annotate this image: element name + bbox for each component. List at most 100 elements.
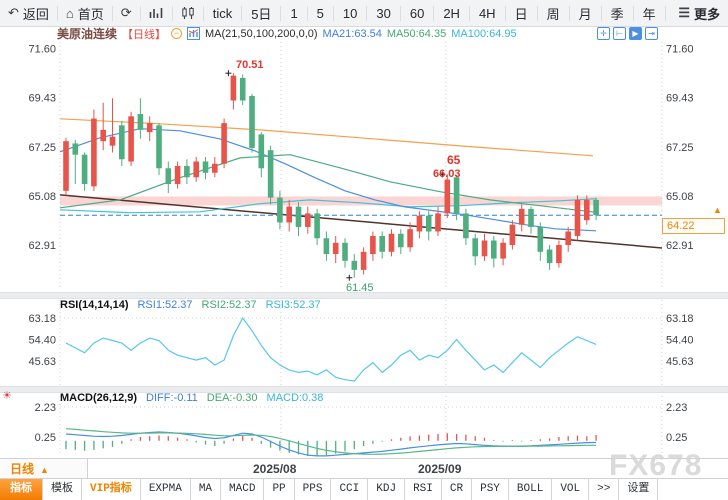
tab-psy[interactable]: PSY: [472, 479, 509, 500]
candle: [546, 249, 553, 264]
period-selector-arrow-icon: ▲: [40, 465, 49, 475]
candle: [212, 163, 218, 173]
candle: [277, 197, 283, 223]
candle: [537, 226, 544, 252]
dea-value: DEA:-0.30: [206, 392, 258, 404]
refresh-button[interactable]: ⟳: [113, 5, 141, 21]
candle: [463, 213, 469, 239]
tab-ma[interactable]: MA: [191, 479, 222, 500]
shift-right-icon[interactable]: ⇥: [645, 27, 658, 40]
period-tag: 【日线】: [122, 28, 167, 41]
period-button[interactable]: 季: [602, 5, 634, 22]
rsi-title[interactable]: RSI(14,14,14): [60, 299, 129, 311]
tab-pps[interactable]: PPS: [295, 479, 332, 500]
candle: [174, 165, 181, 185]
candle: [481, 240, 488, 257]
auto-scroll-icon[interactable]: ▶: [629, 27, 642, 40]
candle: [91, 118, 97, 187]
candle: [370, 235, 376, 255]
candle: [453, 177, 460, 214]
period-button[interactable]: 10: [334, 5, 368, 21]
candle: [221, 123, 227, 164]
candle: [295, 206, 302, 227]
axis-scale-icon[interactable]: ⊢: [613, 27, 626, 40]
home-label: 首页: [77, 6, 104, 22]
axis-label: 45.63: [28, 356, 56, 368]
rsi3-value: RSI3:52.37: [265, 299, 321, 311]
period-button[interactable]: 周: [538, 5, 570, 22]
candle: [332, 242, 339, 255]
macd-title[interactable]: MACD(26,12,9): [60, 392, 138, 404]
indicator-gear-icon[interactable]: ☀: [2, 390, 12, 402]
period-button[interactable]: 日: [506, 5, 538, 22]
macd-value: MACD:0.38: [266, 392, 324, 404]
candle: [556, 245, 562, 264]
back-button[interactable]: ↶ 返回: [0, 5, 58, 22]
price-annotation: 70.51: [236, 59, 264, 71]
period-button[interactable]: 年: [634, 5, 666, 22]
tab-expma[interactable]: EXPMA: [141, 479, 191, 500]
axis-label: 63.18: [28, 313, 56, 325]
period-button[interactable]: 2H: [434, 5, 470, 21]
diff-value: DIFF:-0.11: [146, 392, 198, 404]
tab-cci[interactable]: CCI: [331, 479, 369, 500]
tab-more-indicators[interactable]: >>: [589, 479, 620, 500]
candle: [249, 95, 255, 148]
candle: [435, 213, 441, 232]
candlestick-view-button[interactable]: [173, 5, 204, 21]
tab-vip[interactable]: VIP指标: [82, 479, 141, 500]
ma21-line: [59, 128, 597, 232]
candle: [323, 238, 330, 255]
tab-cr[interactable]: CR: [442, 479, 473, 500]
period-selector-label: 日线: [10, 462, 35, 476]
axis-label: 71.60: [28, 44, 56, 56]
tab-rsi[interactable]: RSI: [405, 479, 442, 500]
period-selector[interactable]: 日线 ▲: [0, 459, 88, 479]
axis-label: 2.23: [666, 402, 687, 414]
candle: [305, 213, 311, 227]
period-button[interactable]: 4H: [470, 5, 506, 21]
period-button[interactable]: 月: [570, 5, 602, 22]
candle: [128, 116, 134, 162]
home-button[interactable]: ⌂ 首页: [58, 5, 113, 22]
period-button[interactable]: 60: [401, 5, 435, 21]
tab-templates[interactable]: 模板: [43, 479, 82, 500]
price-arrow-icon: ▲: [713, 205, 722, 215]
tab-indicators[interactable]: 指标: [0, 479, 43, 500]
period-button[interactable]: 5: [308, 5, 334, 21]
candle: [425, 215, 432, 232]
period-button[interactable]: 5日: [242, 5, 282, 22]
more-button[interactable]: ☰ 更多: [670, 5, 728, 22]
candle: [472, 238, 478, 257]
macd-header: MACD(26,12,9) DIFF:-0.11 DEA:-0.30 MACD:…: [60, 392, 323, 404]
tab-kdj[interactable]: KDJ: [368, 479, 406, 500]
candle: [500, 242, 506, 259]
axis-label: 2.23: [35, 402, 56, 414]
tab-macd[interactable]: MACD: [221, 479, 265, 500]
candle: [360, 251, 367, 270]
collapse-indicator-icon[interactable]: −: [171, 28, 183, 39]
tab-settings[interactable]: 设置: [619, 479, 659, 500]
indicator-settings-icon[interactable]: [187, 27, 201, 40]
rsi2-value: RSI2:52.37: [201, 299, 257, 311]
candle: [258, 134, 265, 169]
trend-line[interactable]: [59, 194, 663, 249]
rsi-header: RSI(14,14,14) RSI1:52.37 RSI2:52.37 RSI3…: [60, 299, 321, 311]
bar-chart-view-button[interactable]: [141, 5, 173, 21]
period-button[interactable]: 30: [367, 5, 401, 21]
watermark: FX678: [609, 449, 703, 482]
candle: [184, 165, 190, 178]
panel-divider: [0, 386, 728, 393]
tab-pp[interactable]: PP: [264, 479, 295, 500]
dea-line: [65, 428, 597, 455]
ma-formula[interactable]: MA(21,50,100,200,0,0): [205, 27, 318, 40]
tab-boll[interactable]: BOLL: [509, 479, 553, 500]
period-button[interactable]: tick: [204, 5, 243, 21]
period-button[interactable]: 1: [281, 5, 308, 21]
tab-vol[interactable]: VOL: [552, 479, 590, 500]
crosshair-icon[interactable]: ✛: [597, 27, 610, 40]
candle: [239, 77, 246, 101]
diff-line: [65, 431, 597, 457]
candle: [137, 114, 144, 130]
